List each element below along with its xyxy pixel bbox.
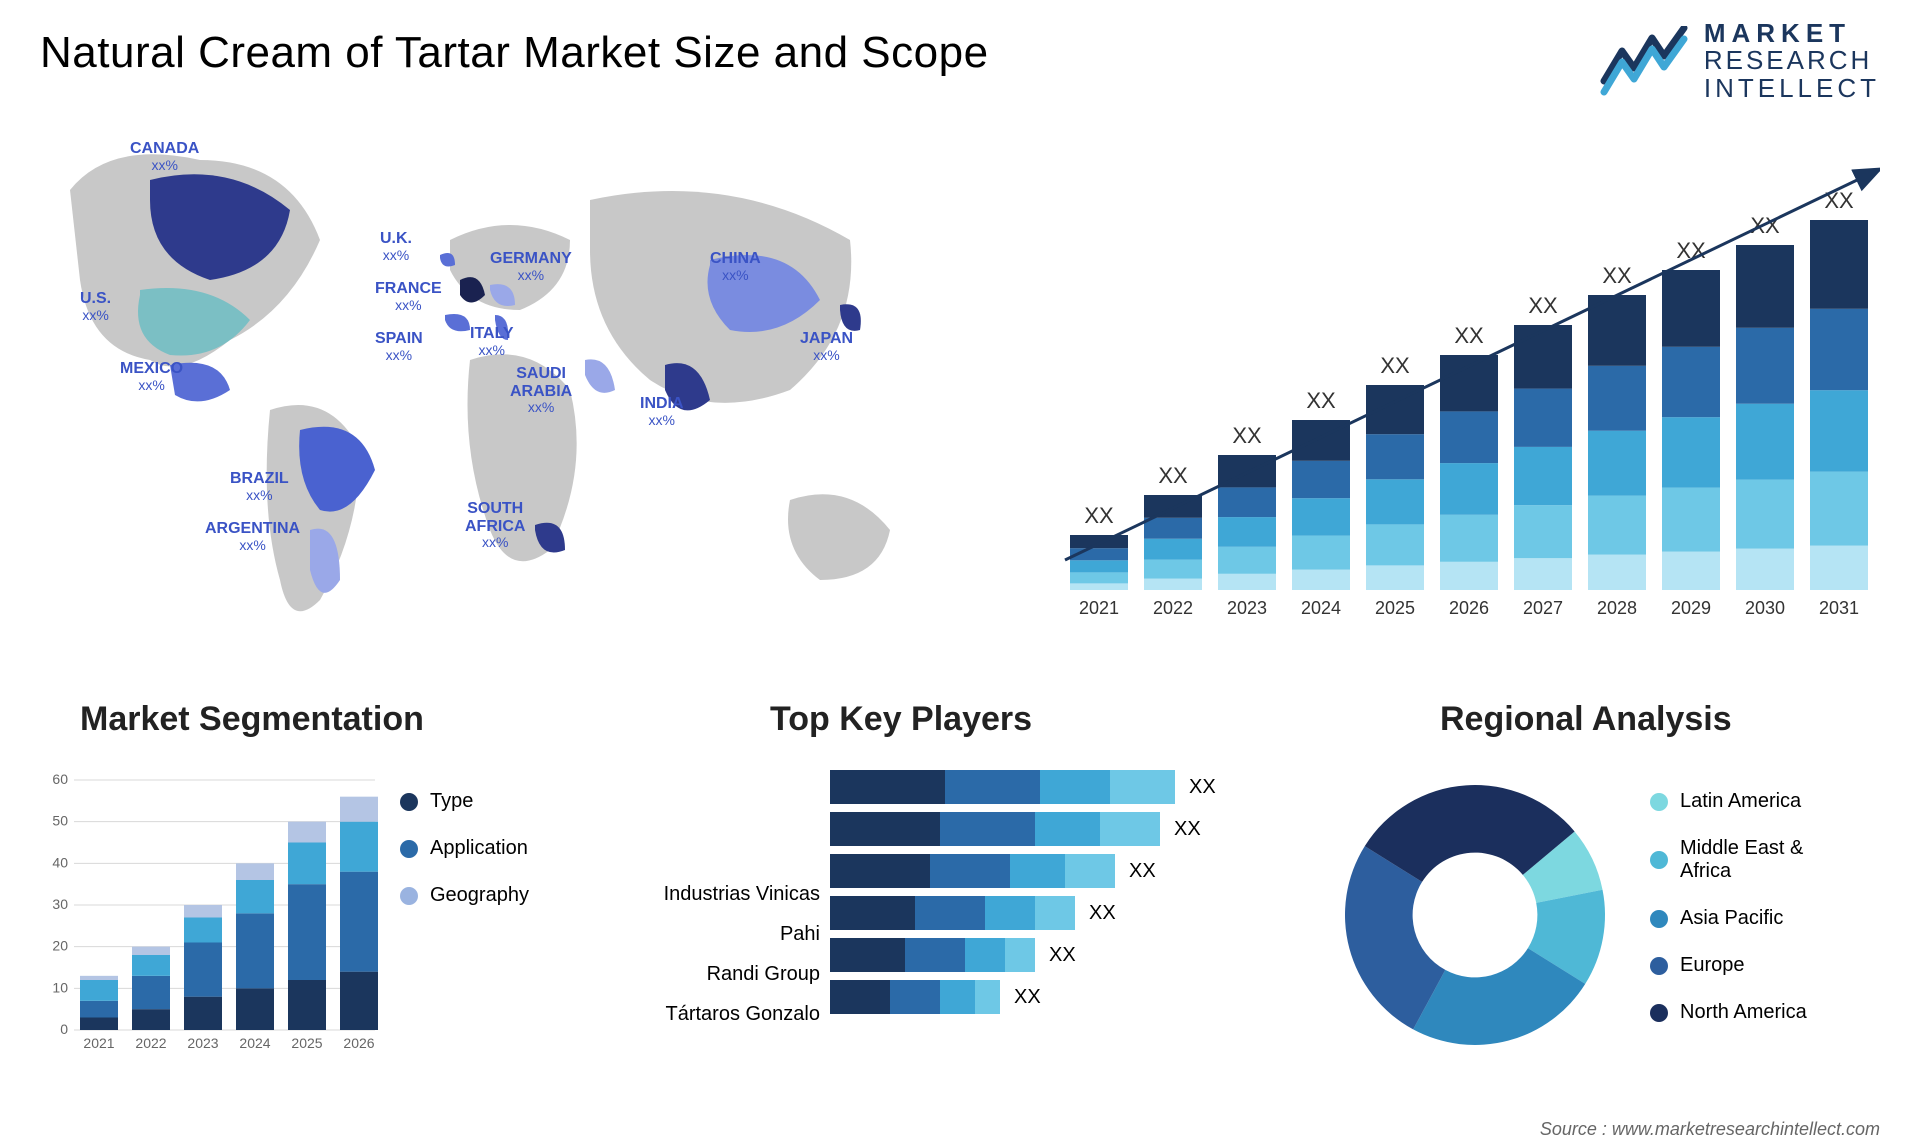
svg-text:XX: XX (1528, 293, 1558, 318)
svg-text:XX: XX (1380, 353, 1410, 378)
map-label-china: CHINAxx% (710, 250, 761, 283)
svg-text:XX: XX (1602, 263, 1632, 288)
map-label-france: FRANCExx% (375, 280, 442, 313)
regional-legend-item: Asia Pacific (1650, 907, 1900, 930)
svg-text:2026: 2026 (1449, 598, 1489, 618)
svg-text:40: 40 (52, 854, 68, 870)
svg-text:2024: 2024 (239, 1035, 270, 1051)
svg-text:XX: XX (1158, 463, 1188, 488)
kp-label: Randi Group (620, 954, 820, 994)
seg-legend-item: Geography (400, 884, 600, 907)
map-label-japan: JAPANxx% (800, 330, 853, 363)
map-label-canada: CANADAxx% (130, 140, 199, 173)
kp-bar-row: XX (830, 854, 1216, 888)
kp-bar-row: XX (830, 938, 1216, 972)
svg-text:2028: 2028 (1597, 598, 1637, 618)
map-label-india: INDIAxx% (640, 395, 684, 428)
regional-legend-item: Europe (1650, 954, 1900, 977)
logo-text-3: INTELLECT (1704, 75, 1880, 102)
segmentation-legend: Type Application Geography (400, 790, 600, 931)
logo-text-1: MARKET (1704, 20, 1880, 47)
svg-text:2025: 2025 (291, 1035, 322, 1051)
regional-legend-item: North America (1650, 1001, 1900, 1024)
world-map: CANADAxx% U.S.xx% MEXICOxx% BRAZILxx% ARGENT… (30, 130, 930, 650)
key-players-title: Top Key Players (770, 700, 1032, 739)
seg-legend-item: Type (400, 790, 600, 813)
svg-text:XX: XX (1084, 503, 1114, 528)
svg-text:2030: 2030 (1745, 598, 1785, 618)
map-label-saudi-arabia: SAUDIARABIAxx% (510, 365, 572, 416)
key-players-chart: Industrias VinicasPahiRandi GroupTártaro… (620, 770, 1290, 1070)
regional-donut-chart (1330, 770, 1620, 1060)
kp-bar-row: XX (830, 770, 1216, 804)
market-size-chart: 2021 XX 2022 XX 2023 XX 2024 XX 2025 XX 2026 XX 2027… (1050, 150, 1880, 640)
regional-title: Regional Analysis (1440, 700, 1732, 739)
page-title: Natural Cream of Tartar Market Size and … (40, 28, 989, 78)
segmentation-title: Market Segmentation (80, 700, 424, 739)
logo-mark-icon (1600, 26, 1690, 96)
kp-value: XX (1189, 776, 1216, 799)
svg-text:0: 0 (60, 1021, 68, 1037)
svg-text:2022: 2022 (1153, 598, 1193, 618)
svg-text:10: 10 (52, 979, 68, 995)
svg-text:2021: 2021 (1079, 598, 1119, 618)
svg-text:2029: 2029 (1671, 598, 1711, 618)
svg-text:XX: XX (1232, 423, 1262, 448)
kp-value: XX (1049, 944, 1076, 967)
kp-bar-row: XX (830, 896, 1216, 930)
regional-legend-item: Latin America (1650, 790, 1900, 813)
map-label-brazil: BRAZILxx% (230, 470, 289, 503)
kp-bar-row: XX (830, 812, 1216, 846)
kp-bar-row: XX (830, 980, 1216, 1014)
kp-label: Industrias Vinicas (620, 874, 820, 914)
map-label-germany: GERMANYxx% (490, 250, 572, 283)
map-label-italy: ITALYxx% (470, 325, 514, 358)
map-label-mexico: MEXICOxx% (120, 360, 183, 393)
kp-label: Pahi (620, 914, 820, 954)
svg-text:30: 30 (52, 896, 68, 912)
segmentation-chart: 0 10 20 30 40 50 60 2021 2022 2023 2024 2025 2026 (40, 760, 380, 1060)
svg-text:2023: 2023 (187, 1035, 218, 1051)
svg-text:2025: 2025 (1375, 598, 1415, 618)
kp-label: Tártaros Gonzalo (620, 994, 820, 1034)
logo-text-2: RESEARCH (1704, 47, 1880, 74)
svg-text:2023: 2023 (1227, 598, 1267, 618)
map-label-u-s-: U.S.xx% (80, 290, 111, 323)
svg-text:60: 60 (52, 771, 68, 787)
svg-text:XX: XX (1454, 323, 1484, 348)
map-label-u-k-: U.K.xx% (380, 230, 412, 263)
brand-logo: MARKET RESEARCH INTELLECT (1600, 20, 1880, 102)
map-label-argentina: ARGENTINAxx% (205, 520, 300, 553)
svg-text:XX: XX (1306, 388, 1336, 413)
source-citation: Source : www.marketresearchintellect.com (1540, 1119, 1880, 1140)
kp-value: XX (1089, 902, 1116, 925)
svg-text:2026: 2026 (343, 1035, 374, 1051)
kp-value: XX (1129, 860, 1156, 883)
svg-text:XX: XX (1824, 188, 1854, 213)
kp-value: XX (1014, 986, 1041, 1009)
svg-text:20: 20 (52, 938, 68, 954)
map-label-south-africa: SOUTHAFRICAxx% (465, 500, 525, 551)
regional-legend: Latin America Middle East &Africa Asia Pac… (1650, 790, 1900, 1048)
seg-legend-item: Application (400, 837, 600, 860)
svg-text:2027: 2027 (1523, 598, 1563, 618)
svg-text:2022: 2022 (135, 1035, 166, 1051)
svg-text:2024: 2024 (1301, 598, 1341, 618)
map-label-spain: SPAINxx% (375, 330, 423, 363)
regional-legend-item: Middle East &Africa (1650, 837, 1900, 883)
svg-text:2031: 2031 (1819, 598, 1859, 618)
svg-text:50: 50 (52, 813, 68, 829)
svg-text:2021: 2021 (83, 1035, 114, 1051)
kp-value: XX (1174, 818, 1201, 841)
